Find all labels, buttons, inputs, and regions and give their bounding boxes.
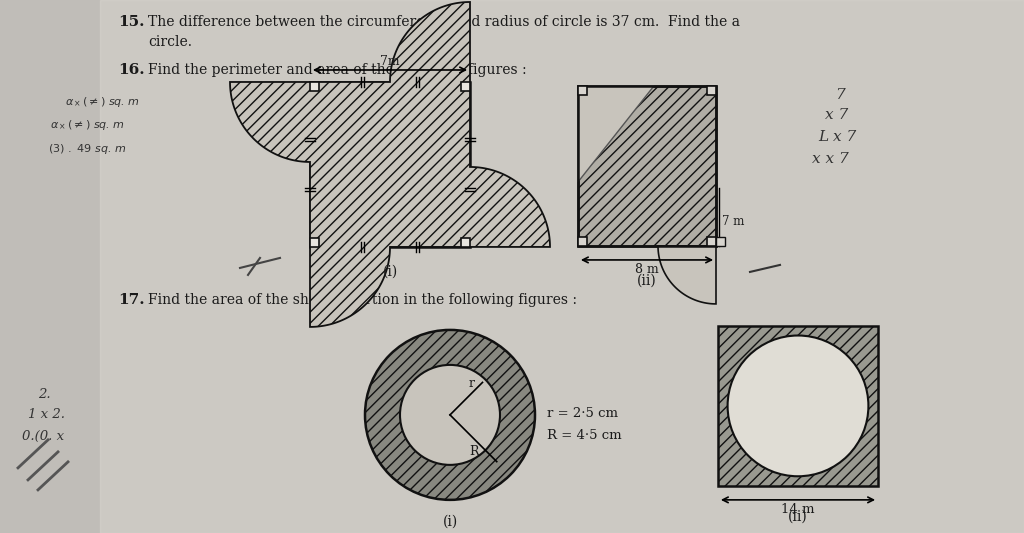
Bar	[310, 238, 319, 247]
Bar	[310, 82, 470, 247]
Text: 17.: 17.	[118, 293, 144, 307]
Bar	[461, 82, 470, 91]
Text: $\alpha_\times(\neq)$ sq. m: $\alpha_\times(\neq)$ sq. m	[50, 118, 125, 132]
Text: (ii): (ii)	[788, 510, 808, 524]
Text: Find the perimeter and area of the following figures :: Find the perimeter and area of the follo…	[148, 63, 526, 77]
Bar	[718, 326, 878, 486]
Text: $\alpha_\times(\neq)$ sq. m: $\alpha_\times(\neq)$ sq. m	[65, 95, 140, 109]
Bar	[310, 82, 319, 91]
Text: 8 m: 8 m	[635, 263, 658, 276]
Polygon shape	[230, 2, 550, 327]
Bar	[578, 237, 587, 246]
Text: 15.: 15.	[118, 15, 144, 29]
Polygon shape	[578, 86, 654, 182]
Bar	[716, 237, 725, 246]
Text: (ii): (ii)	[637, 274, 656, 288]
Text: (i): (i)	[382, 265, 397, 279]
Text: 16.: 16.	[118, 63, 144, 77]
Bar	[578, 86, 587, 95]
Bar	[578, 86, 716, 246]
Text: $(3)$ $.$ $49$ sq. m: $(3)$ $.$ $49$ sq. m	[48, 142, 126, 156]
Text: r: r	[469, 377, 475, 390]
Text: R = 4·5 cm: R = 4·5 cm	[547, 429, 622, 442]
Text: x x 7: x x 7	[812, 152, 849, 166]
Text: 0.(0. x: 0.(0. x	[22, 430, 65, 443]
Text: 14 m: 14 m	[781, 503, 815, 516]
Text: r = 2·5 cm: r = 2·5 cm	[547, 407, 618, 420]
Text: Find the area of the shaded portion in the following figures :: Find the area of the shaded portion in t…	[148, 293, 577, 307]
Text: 7 m: 7 m	[722, 215, 744, 229]
Text: 2.: 2.	[38, 388, 50, 401]
Bar	[461, 238, 470, 247]
Polygon shape	[658, 246, 716, 304]
Text: (i): (i)	[442, 515, 458, 529]
Text: R: R	[469, 445, 478, 458]
Text: x 7: x 7	[825, 108, 848, 122]
Circle shape	[400, 365, 500, 465]
Circle shape	[728, 335, 868, 477]
Text: The difference between the circumference and radius of circle is 37 cm.  Find th: The difference between the circumference…	[148, 15, 740, 29]
Text: circle.: circle.	[148, 35, 193, 49]
Text: 1 x 2.: 1 x 2.	[28, 408, 65, 421]
Bar	[707, 86, 716, 95]
Text: 7m: 7m	[380, 55, 399, 68]
Circle shape	[365, 330, 535, 500]
Bar	[707, 237, 716, 246]
Bar	[578, 86, 716, 246]
Text: 7: 7	[835, 88, 845, 102]
Text: L x 7: L x 7	[818, 130, 856, 144]
